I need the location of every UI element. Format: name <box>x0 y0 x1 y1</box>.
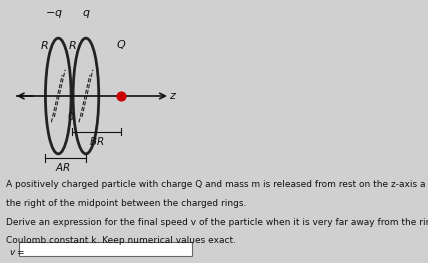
Text: Coulomb constant k. Keep numerical values exact.: Coulomb constant k. Keep numerical value… <box>6 236 236 245</box>
Text: the right of the midpoint between the charged rings.: the right of the midpoint between the ch… <box>6 199 246 208</box>
Text: $q$: $q$ <box>82 8 90 21</box>
Text: $z$: $z$ <box>169 91 177 101</box>
Text: $Q$: $Q$ <box>116 38 127 51</box>
Text: $R$: $R$ <box>68 39 77 51</box>
Text: $-q$: $-q$ <box>45 8 63 21</box>
Text: $BR$: $BR$ <box>89 135 104 147</box>
FancyBboxPatch shape <box>19 242 192 256</box>
Text: Derive an expression for the final speed v of the particle when it is very far a: Derive an expression for the final speed… <box>6 218 428 227</box>
Text: $R$: $R$ <box>40 39 49 51</box>
Text: A positively charged particle with charge Q and mass m is released from rest on : A positively charged particle with charg… <box>6 180 428 189</box>
Text: $v =$: $v =$ <box>9 248 24 257</box>
Text: $0$: $0$ <box>67 110 74 122</box>
Point <box>118 94 125 98</box>
Text: $AR$: $AR$ <box>55 161 71 173</box>
